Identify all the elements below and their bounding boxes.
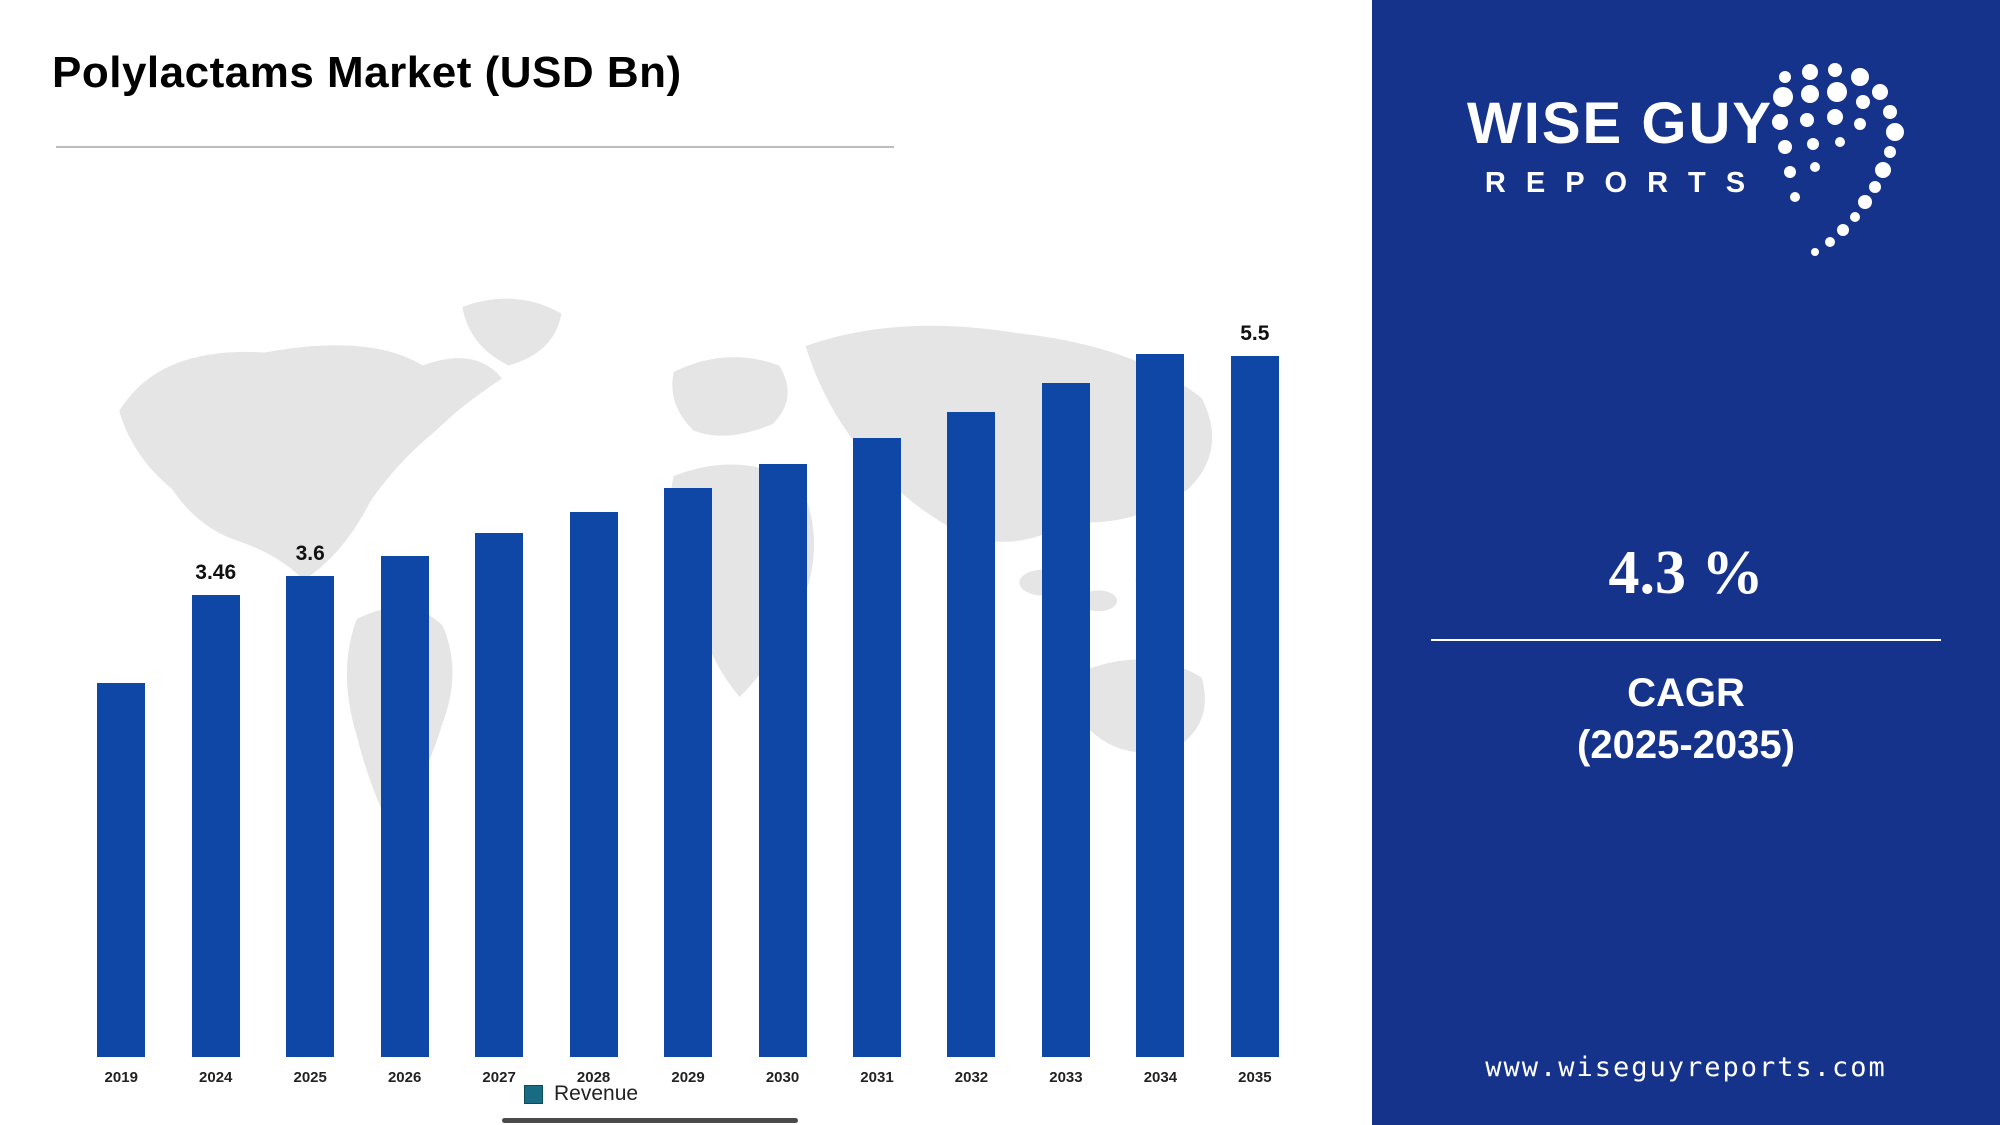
bar-value-label: 3.46 bbox=[195, 561, 237, 584]
x-axis-tick-label: 2031 bbox=[860, 1069, 894, 1086]
bar-group: 2032 bbox=[924, 322, 1018, 1086]
x-axis-tick-label: 2019 bbox=[104, 1069, 138, 1086]
bar bbox=[191, 595, 240, 1057]
page-title: Polylactams Market (USD Bn) bbox=[52, 48, 682, 97]
x-axis-tick-label: 2032 bbox=[954, 1069, 989, 1086]
bar bbox=[758, 464, 807, 1057]
chart-area: Polylactams Market (USD Bn) 2019 3.46 2024… bbox=[52, 48, 1302, 1123]
bar-value-label: 5.5 bbox=[1240, 322, 1270, 345]
logo-wordmark: WISE GUY bbox=[1466, 91, 1774, 156]
bar-group: 2029 bbox=[641, 322, 735, 1086]
horizontal-scrollbar[interactable] bbox=[502, 1118, 798, 1123]
bar bbox=[475, 533, 524, 1057]
x-axis-tick-label: 2029 bbox=[671, 1069, 705, 1086]
bar-group: 2031 bbox=[830, 322, 924, 1086]
right-panel: WISE GUY REPORTS 4.3 % CAGR (2025-2035) … bbox=[1372, 0, 2000, 1125]
x-axis-tick-label: 2026 bbox=[387, 1069, 422, 1086]
x-axis-tick-label: 2027 bbox=[482, 1069, 516, 1086]
title-divider bbox=[56, 146, 894, 148]
bar-value-label: 3.6 bbox=[295, 542, 325, 565]
bar-group: 2034 bbox=[1113, 322, 1207, 1086]
bar bbox=[947, 412, 996, 1057]
cagr-period: (2025-2035) bbox=[1577, 723, 1795, 767]
website-url[interactable]: www.wiseguyreports.com bbox=[1485, 1052, 1887, 1083]
bar-group: 2027 bbox=[452, 322, 546, 1086]
bar-chart: 2019 3.46 2024 3.6 2025 2026 2027 2028 2029 2030 2… bbox=[74, 322, 1302, 1086]
legend-label-revenue: Revenue bbox=[554, 1082, 639, 1105]
bar-group: 3.46 2024 bbox=[168, 322, 262, 1086]
x-axis-tick-label: 2034 bbox=[1143, 1069, 1178, 1086]
x-axis-tick-label: 2030 bbox=[765, 1069, 800, 1086]
chart-legend: Revenue bbox=[524, 1082, 638, 1106]
bar bbox=[380, 556, 429, 1057]
bar-group: 2028 bbox=[546, 322, 640, 1086]
cagr-label: CAGR bbox=[1627, 671, 1745, 715]
x-axis-tick-label: 2025 bbox=[293, 1069, 327, 1086]
cagr-divider bbox=[1431, 639, 1941, 641]
x-axis-tick-label: 2024 bbox=[199, 1069, 233, 1086]
bar bbox=[1230, 356, 1279, 1057]
bar bbox=[1136, 354, 1185, 1057]
x-axis-tick-label: 2033 bbox=[1049, 1069, 1083, 1086]
bar-group: 5.5 2035 bbox=[1208, 322, 1302, 1086]
bar bbox=[286, 576, 335, 1057]
bar-group: 2030 bbox=[735, 322, 829, 1086]
bar bbox=[664, 488, 713, 1057]
legend-swatch-revenue bbox=[524, 1084, 543, 1104]
dotted-head-icon bbox=[1772, 63, 1905, 256]
logo-subtitle: REPORTS bbox=[1484, 167, 1766, 199]
bar bbox=[1041, 383, 1090, 1057]
brand-logo: WISE GUY REPORTS bbox=[1372, 62, 2000, 262]
bar bbox=[97, 683, 146, 1057]
bar bbox=[852, 438, 901, 1057]
bar-group: 2026 bbox=[357, 322, 451, 1086]
bar bbox=[569, 512, 618, 1057]
x-axis-tick-label: 2035 bbox=[1238, 1069, 1272, 1086]
bar-group: 2033 bbox=[1019, 322, 1113, 1086]
cagr-block: 4.3 % CAGR (2025-2035) bbox=[1372, 538, 2000, 771]
bar-group: 3.6 2025 bbox=[263, 322, 357, 1086]
bar-group: 2019 bbox=[74, 322, 168, 1086]
cagr-value: 4.3 % bbox=[1608, 539, 1764, 607]
x-axis-tick-label: 2028 bbox=[576, 1069, 611, 1086]
